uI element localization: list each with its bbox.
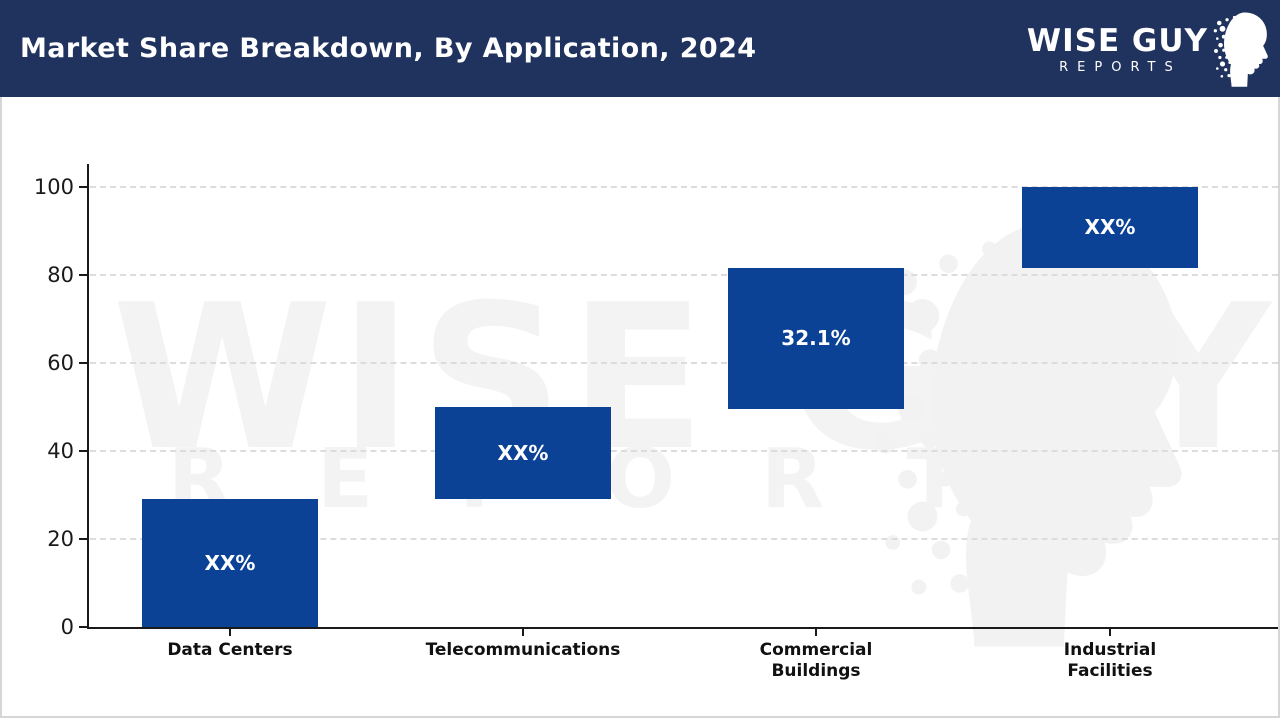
logo-text: WISE GUY REPORTS xyxy=(1027,23,1208,75)
bar-data-centers: XX% xyxy=(142,499,318,627)
x-tick-mark xyxy=(522,629,524,636)
y-tick-label: 80 xyxy=(47,263,74,287)
y-axis-line xyxy=(87,164,89,629)
gridline-60 xyxy=(90,362,1278,364)
bar-telecommunications: XX% xyxy=(435,407,611,500)
bar-value-label: XX% xyxy=(497,441,549,466)
y-tick-label: 60 xyxy=(47,351,74,375)
x-category-label-telecommunications: Telecommunications xyxy=(423,640,623,661)
bar-value-label: 32.1% xyxy=(781,326,851,351)
x-tick-mark xyxy=(815,629,817,636)
y-tick-mark xyxy=(79,362,88,364)
gridline-80 xyxy=(90,274,1278,276)
x-category-label-commercial-buildings: Commercial Buildings xyxy=(716,640,916,682)
logo-subtitle: REPORTS xyxy=(1059,60,1182,75)
x-category-label-line: Industrial xyxy=(1063,640,1157,660)
bar-value-label: XX% xyxy=(1084,215,1136,240)
wiseguy-logo: WISE GUY REPORTS xyxy=(1027,6,1272,92)
y-tick-label: 0 xyxy=(60,615,74,639)
y-tick-label: 20 xyxy=(47,527,74,551)
x-category-label-line: Telecommunications xyxy=(425,640,621,660)
bar-industrial-facilities: XX% xyxy=(1022,187,1198,268)
logo-wordmark: WISE GUY xyxy=(1026,23,1208,59)
bar-value-label: XX% xyxy=(204,551,256,576)
y-tick-mark xyxy=(79,274,88,276)
y-tick-mark xyxy=(79,450,88,452)
y-tick-mark xyxy=(79,626,88,628)
y-tick-label: 100 xyxy=(33,175,74,199)
x-category-label-data-centers: Data Centers xyxy=(130,640,330,661)
x-category-label-line: Buildings xyxy=(771,661,861,681)
gridline-100 xyxy=(90,186,1278,188)
x-category-label-industrial-facilities: Industrial Facilities xyxy=(1010,640,1210,682)
x-category-label-line: Facilities xyxy=(1067,661,1153,681)
bar-commercial-buildings: 32.1% xyxy=(728,267,904,409)
x-category-label-line: Commercial xyxy=(759,640,873,660)
x-tick-mark xyxy=(1109,629,1111,636)
gridline-40 xyxy=(90,450,1278,452)
y-tick-mark xyxy=(79,186,88,188)
x-category-label-line: Data Centers xyxy=(167,640,293,660)
y-tick-label: 40 xyxy=(47,439,74,463)
logo-head-icon xyxy=(1213,12,1268,87)
x-tick-mark xyxy=(229,629,231,636)
y-tick-mark xyxy=(79,538,88,540)
page-title: Market Share Breakdown, By Application, … xyxy=(20,33,757,64)
x-axis-line xyxy=(87,627,1278,629)
gridline-20 xyxy=(90,538,1278,540)
header-bar: Market Share Breakdown, By Application, … xyxy=(0,0,1280,97)
